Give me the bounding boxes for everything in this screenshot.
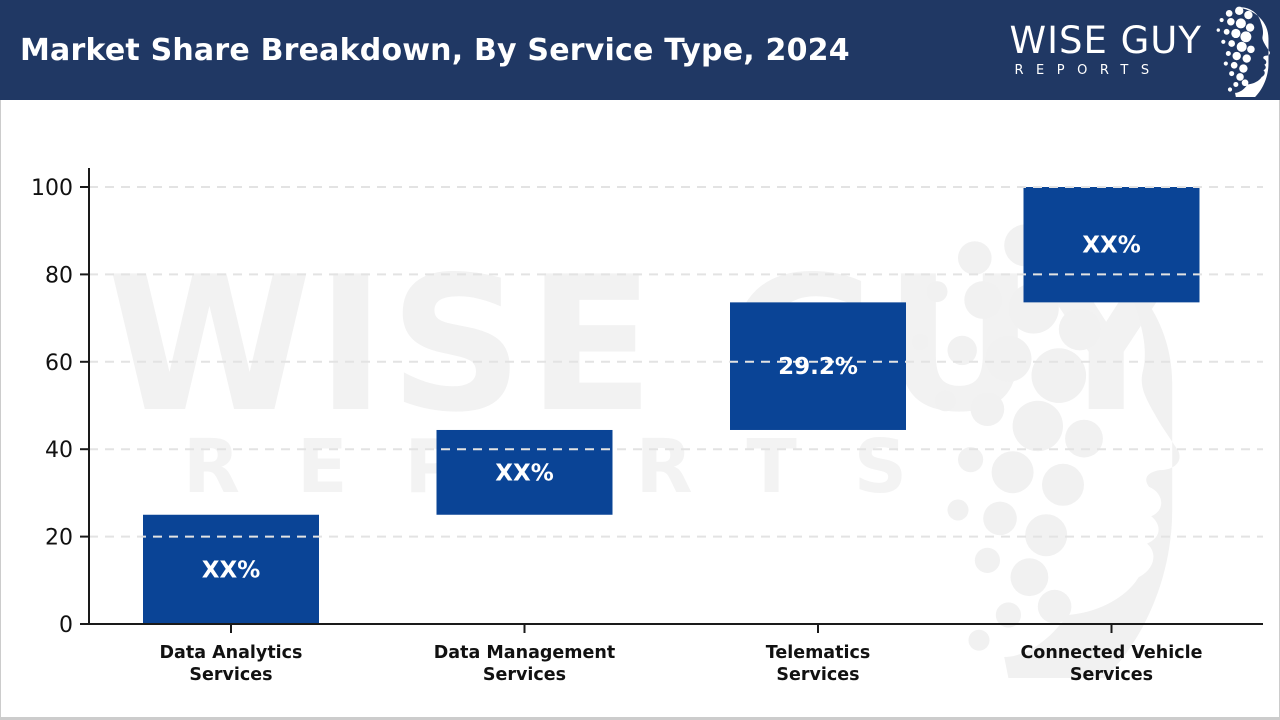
y-tick-label: 80 — [45, 263, 73, 288]
y-tick-label: 20 — [45, 526, 73, 551]
category-label: Data Management Services — [434, 643, 615, 685]
bar-value-label: 29.2% — [778, 354, 858, 380]
logo-text: WISE GUY REPORTS — [1010, 22, 1202, 78]
bar — [436, 429, 613, 515]
category-label: Connected Vehicle Services — [1020, 643, 1202, 685]
logo-subtitle: REPORTS — [1014, 63, 1162, 78]
category-label: Telematics Services — [766, 643, 871, 685]
chart-area: WISE GUY REPORTS XX%XX%29.2%XX%020406080… — [0, 100, 1280, 720]
bar-value-label: XX% — [1082, 233, 1141, 259]
logo-head-icon — [1216, 6, 1270, 97]
wiseguy-logo: WISE GUY REPORTS — [1010, 0, 1272, 100]
bar — [730, 302, 906, 430]
bar-value-label: XX% — [202, 557, 261, 583]
category-label: Data Analytics Services — [160, 643, 303, 685]
y-tick-label: 100 — [31, 176, 73, 201]
plot: XX% XX% 29.2% XX% 0 20 40 60 80 100 Data Analytics… — [31, 168, 1263, 685]
y-tick-label: 40 — [45, 438, 73, 463]
chart-title: Market Share Breakdown, By Service Type,… — [20, 32, 850, 68]
bar — [143, 514, 319, 624]
logo-wordmark: WISE GUY — [1009, 19, 1202, 62]
header: Market Share Breakdown, By Service Type,… — [0, 0, 1280, 100]
y-tick-label: 60 — [45, 351, 73, 376]
bar — [1023, 187, 1200, 303]
y-tick-label: 0 — [59, 613, 73, 638]
bar-value-label: XX% — [495, 460, 554, 486]
